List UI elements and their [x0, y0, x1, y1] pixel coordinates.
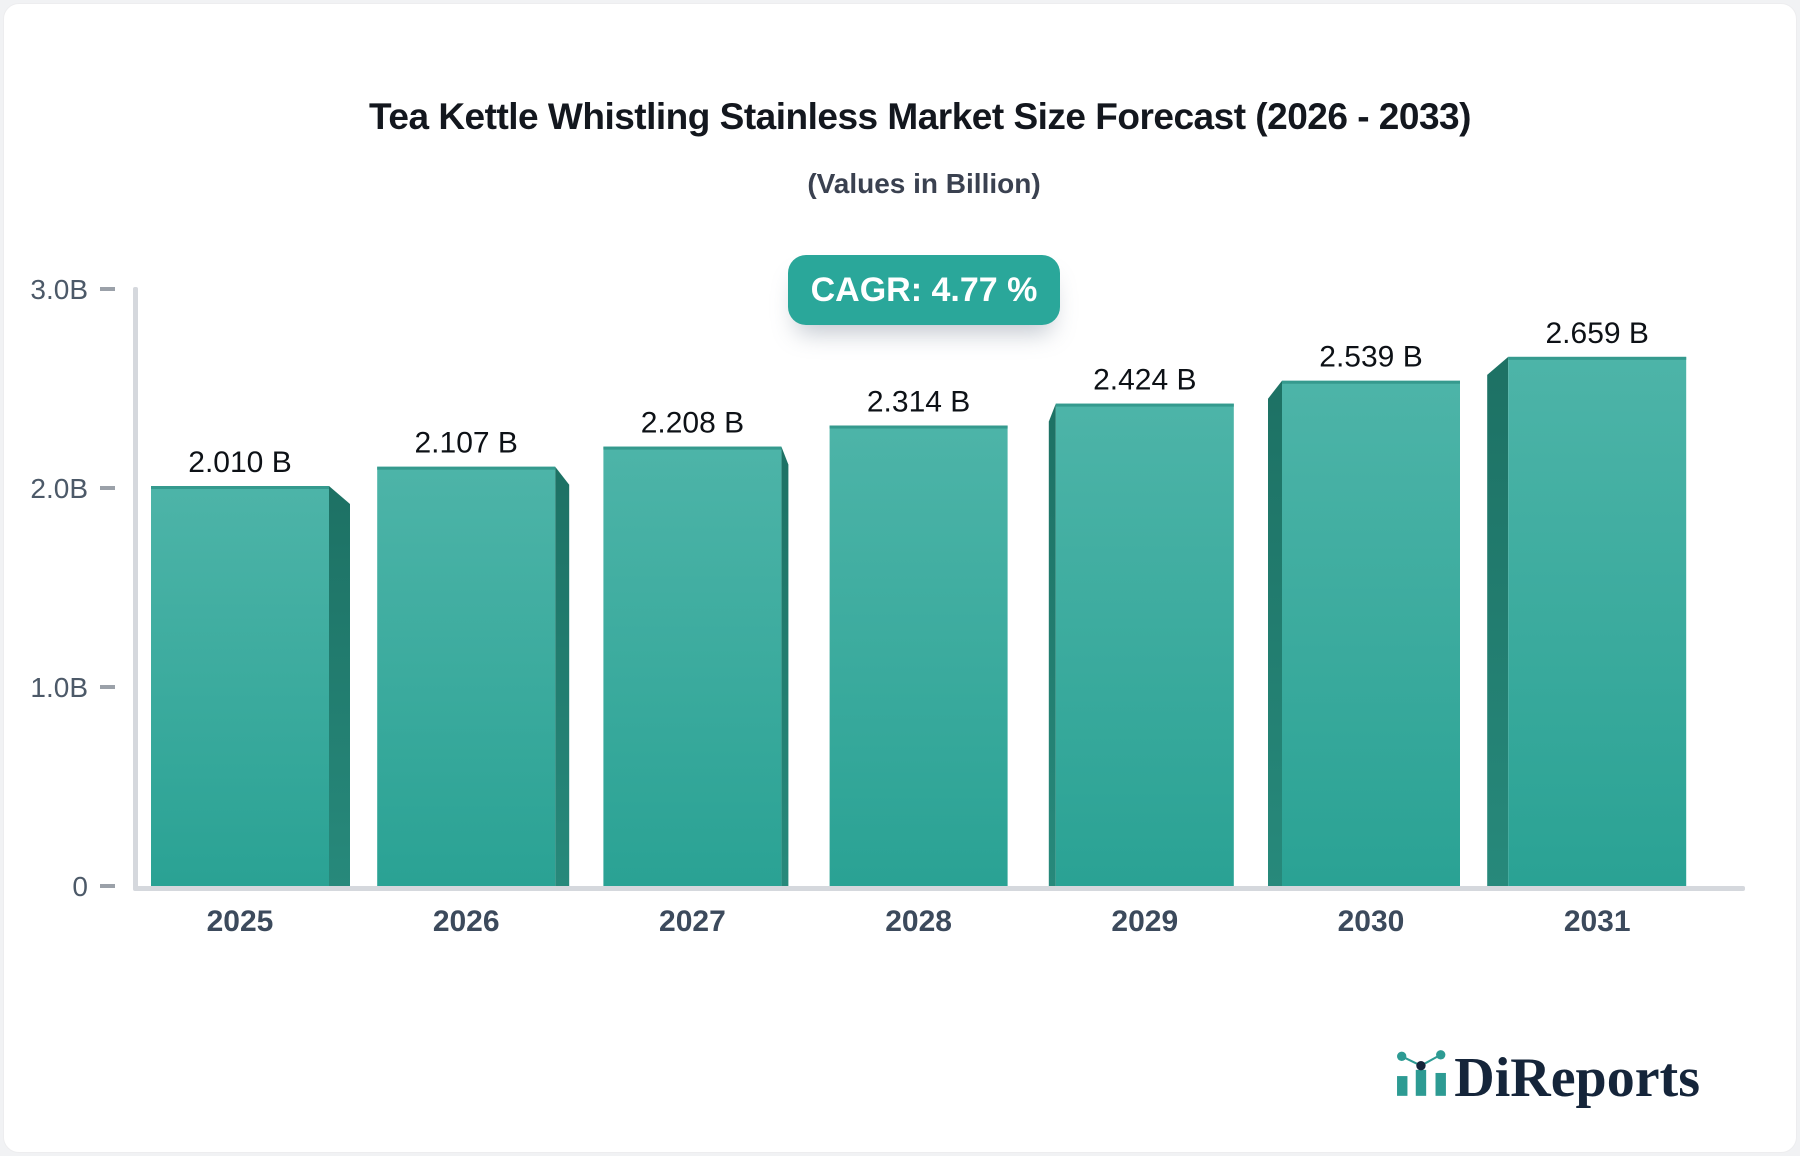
mini-bar-line-chart-icon: [1397, 1050, 1447, 1096]
bar-side-face: [1268, 380, 1282, 886]
bar-side-face: [555, 466, 570, 886]
bar-front-face: [377, 466, 556, 886]
x-axis-category-label: 2026: [433, 905, 500, 938]
bar-top-edge: [151, 486, 329, 490]
bar-top-edge: [829, 425, 1008, 429]
bar-value-label: 2.659 B: [1545, 317, 1648, 350]
bar-front-face: [1055, 403, 1234, 886]
bar-side-face: [1048, 403, 1056, 886]
bar-2027: 2.208 B 2027: [603, 407, 789, 938]
x-axis-category-label: 2028: [885, 905, 952, 938]
bar-front-face: [603, 446, 782, 886]
bar-top-edge: [377, 466, 556, 470]
bar-2029: 2.424 B 2029: [1048, 364, 1234, 938]
bar-top-edge: [1508, 356, 1687, 360]
x-axis-category-label: 2031: [1564, 905, 1631, 938]
bar-2031: 2.659 B 2031: [1487, 317, 1687, 938]
y-tick-label: 2.0B: [30, 473, 88, 504]
bar-2028: 2.314 B 2028: [829, 386, 1008, 938]
bar-top-edge: [1282, 380, 1460, 384]
bar-value-label: 2.424 B: [1093, 364, 1196, 397]
cagr-badge-label: CAGR: 4.77 %: [810, 270, 1038, 309]
bar-value-label: 2.539 B: [1319, 341, 1422, 374]
bar-front-face: [829, 425, 1008, 886]
chart-title: Tea Kettle Whistling Stainless Market Si…: [369, 96, 1471, 137]
bar-2025: 2.010 B 2025: [151, 446, 350, 938]
bar-2026: 2.107 B 2026: [377, 427, 570, 938]
y-tick-label: 1.0B: [30, 672, 88, 703]
bar-value-label: 2.208 B: [641, 407, 744, 440]
brand-logo-text: DiReports: [1454, 1047, 1700, 1109]
bar-top-edge: [1055, 403, 1234, 407]
y-axis-line: [133, 287, 138, 889]
x-axis-category-label: 2025: [207, 905, 274, 938]
bar-front-face: [1282, 380, 1460, 886]
x-axis-line: [133, 886, 1745, 891]
bar-front-face: [151, 486, 329, 886]
bar-side-face: [1487, 356, 1509, 886]
y-tick-label: 0: [72, 871, 88, 902]
cagr-badge: CAGR: 4.77 %: [788, 255, 1060, 325]
bar-value-label: 2.314 B: [867, 386, 970, 419]
chart-subtitle: (Values in Billion): [807, 168, 1041, 199]
bar-top-edge: [603, 446, 782, 450]
bar-front-face: [1508, 356, 1687, 886]
brand-logo: DiReports: [1396, 1047, 1700, 1109]
x-axis-category-label: 2030: [1338, 905, 1405, 938]
x-axis-category-label: 2027: [659, 905, 726, 938]
x-axis-category-label: 2029: [1111, 905, 1178, 938]
bar-side-face: [781, 446, 789, 886]
bar-side-face: [329, 486, 350, 886]
y-tick-label: 3.0B: [30, 274, 88, 305]
bar-2030: 2.539 B 2030: [1268, 341, 1460, 938]
bar-value-label: 2.010 B: [188, 446, 291, 479]
bar-value-label: 2.107 B: [414, 427, 517, 460]
